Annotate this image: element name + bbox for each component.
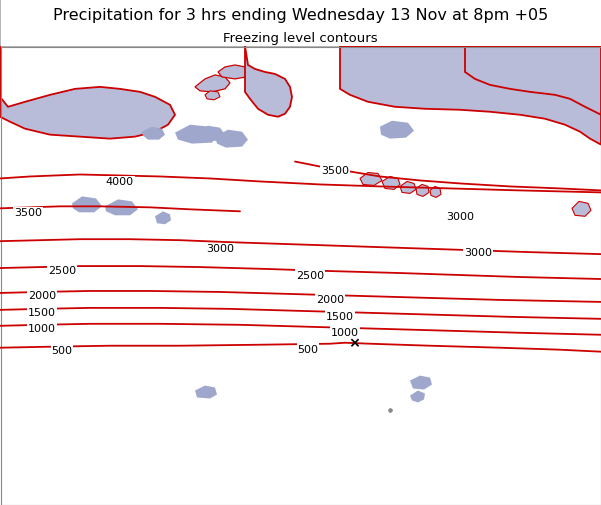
Text: 3500: 3500 bbox=[14, 208, 42, 218]
Polygon shape bbox=[142, 127, 165, 140]
Polygon shape bbox=[410, 391, 425, 402]
Polygon shape bbox=[382, 177, 400, 190]
Text: Precipitation for 3 hrs ending Wednesday 13 Nov at 8pm +05: Precipitation for 3 hrs ending Wednesday… bbox=[53, 8, 548, 23]
Text: 3500: 3500 bbox=[321, 165, 349, 175]
Text: 500: 500 bbox=[52, 345, 73, 355]
Polygon shape bbox=[215, 130, 248, 148]
Polygon shape bbox=[195, 76, 230, 93]
Text: 4000: 4000 bbox=[106, 177, 134, 187]
Polygon shape bbox=[410, 376, 432, 390]
Text: 1500: 1500 bbox=[28, 307, 56, 317]
Polygon shape bbox=[340, 47, 601, 145]
Polygon shape bbox=[105, 200, 138, 216]
Polygon shape bbox=[572, 202, 591, 217]
Text: 1000: 1000 bbox=[331, 327, 359, 337]
Text: Freezing level contours: Freezing level contours bbox=[223, 32, 378, 45]
Polygon shape bbox=[430, 187, 441, 198]
Polygon shape bbox=[380, 122, 414, 139]
Polygon shape bbox=[400, 182, 416, 194]
Polygon shape bbox=[0, 47, 175, 139]
Polygon shape bbox=[175, 125, 218, 144]
Text: 1500: 1500 bbox=[326, 311, 354, 321]
Text: 2000: 2000 bbox=[316, 294, 344, 305]
Text: 2500: 2500 bbox=[296, 271, 324, 280]
Polygon shape bbox=[195, 386, 217, 398]
Text: 3000: 3000 bbox=[206, 244, 234, 254]
Polygon shape bbox=[195, 126, 225, 142]
Polygon shape bbox=[465, 47, 601, 116]
Text: 2000: 2000 bbox=[28, 290, 56, 300]
Polygon shape bbox=[218, 66, 250, 80]
Polygon shape bbox=[416, 185, 429, 197]
Polygon shape bbox=[72, 197, 102, 213]
Text: 1000: 1000 bbox=[28, 323, 56, 333]
Polygon shape bbox=[360, 173, 382, 186]
Text: 2500: 2500 bbox=[48, 266, 76, 276]
Text: 3000: 3000 bbox=[464, 247, 492, 258]
Text: 3000: 3000 bbox=[446, 212, 474, 222]
Polygon shape bbox=[205, 92, 220, 100]
Text: 500: 500 bbox=[297, 344, 319, 354]
Polygon shape bbox=[245, 47, 292, 118]
Polygon shape bbox=[155, 212, 171, 225]
